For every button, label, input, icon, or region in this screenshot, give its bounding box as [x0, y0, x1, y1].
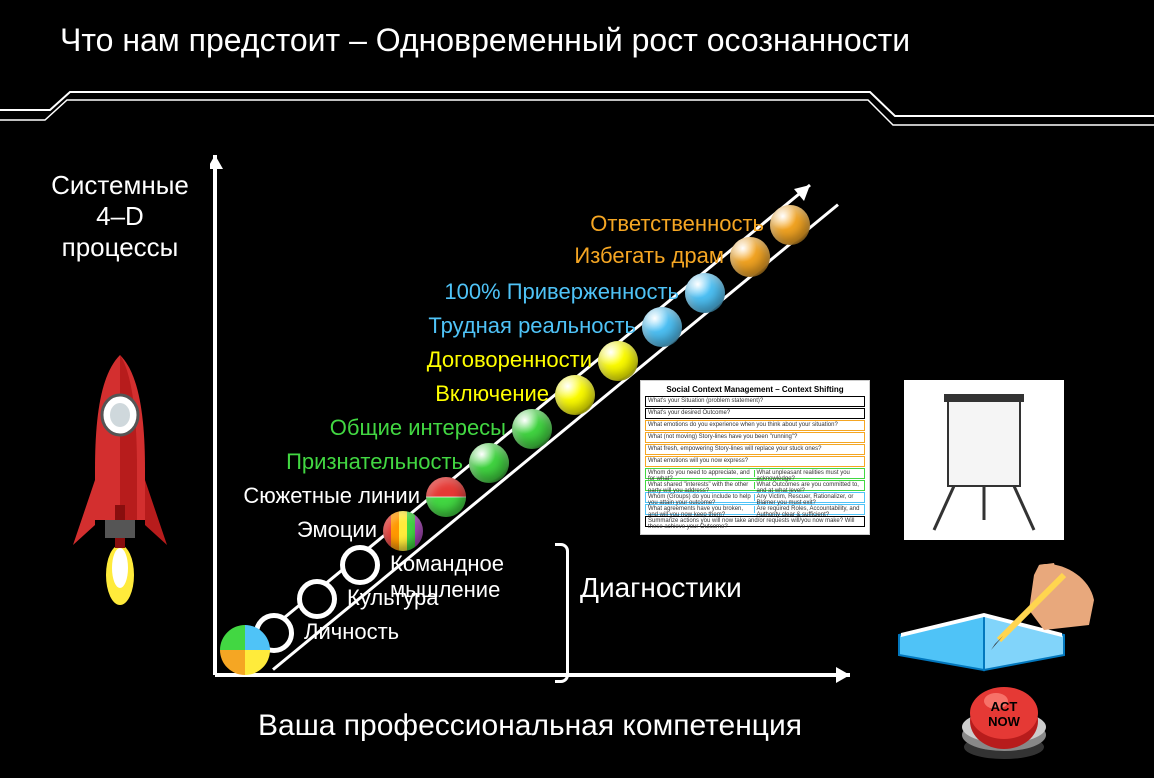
flipchart-icon [904, 380, 1064, 540]
step-ball-agreements [598, 341, 638, 381]
step-ring-team-thinking [340, 545, 380, 585]
worksheet-row: What (not moving) Story-lines have you b… [645, 432, 865, 443]
step-ball-commitment [685, 273, 725, 313]
step-ball-emotions [383, 511, 423, 551]
worksheet-row: What's your Situation (problem statement… [645, 396, 865, 407]
step-label-agreements: Договоренности [427, 347, 592, 373]
rocket-icon [65, 350, 175, 610]
step-label-shared-interests: Общие интересы [330, 415, 506, 441]
worksheet-row: What emotions do you experience when you… [645, 420, 865, 431]
worksheet-row: What fresh, empowering Story-lines will … [645, 444, 865, 455]
step-label-appreciation: Признательность [286, 449, 463, 475]
worksheet-row: Whom do you need to appreciate, and for … [645, 468, 865, 479]
worksheet-title: Social Context Management – Context Shif… [645, 385, 865, 394]
worksheet-row: What emotions will you now express? [645, 456, 865, 467]
y-axis-label: Системные4–Dпроцессы [40, 170, 200, 264]
step-label-emotions: Эмоции [297, 517, 377, 543]
slide-title: Что нам предстоит – Одновременный рост о… [60, 22, 910, 59]
svg-text:NOW: NOW [988, 714, 1021, 729]
notebook-writing-icon [889, 555, 1099, 675]
diagnostics-bracket [555, 543, 569, 683]
divider-decorative-line [0, 80, 1154, 130]
step-ball-inclusion [555, 375, 595, 415]
step-label-responsibility: Ответственность [590, 211, 764, 237]
step-label-personality: Личность [304, 619, 399, 645]
x-axis-label: Ваша профессиональная компетенция [210, 709, 850, 743]
worksheet-row: Whom (Groups) do you include to help you… [645, 492, 865, 503]
step-label-storylines: Сюжетные линии [243, 483, 420, 509]
step-ball-avoid-drama [730, 237, 770, 277]
step-ring-culture [297, 579, 337, 619]
step-ball-appreciation [469, 443, 509, 483]
worksheet-row: Summarize actions you will now take and/… [645, 516, 865, 527]
worksheet-row: What agreements have you broken, and wil… [645, 504, 865, 515]
act-now-button-icon: ACT NOW [954, 673, 1054, 763]
worksheet-row: What's your desired Outcome? [645, 408, 865, 419]
step-label-hard-reality: Трудная реальность [428, 313, 636, 339]
step-label-inclusion: Включение [435, 381, 549, 407]
step-ball-hard-reality [642, 307, 682, 347]
step-label-avoid-drama: Избегать драм [574, 243, 724, 269]
base-pie-icon [220, 625, 270, 675]
step-ball-shared-interests [512, 409, 552, 449]
step-ball-storylines [426, 477, 466, 517]
worksheet-row: What shared "interests" with the other p… [645, 480, 865, 491]
step-label-culture: Культура [347, 585, 438, 611]
context-shifting-worksheet: Social Context Management – Context Shif… [640, 380, 870, 535]
step-label-commitment: 100% Приверженность [444, 279, 679, 305]
svg-text:ACT: ACT [991, 699, 1018, 714]
diagnostics-label: Диагностики [580, 572, 742, 604]
step-ball-responsibility [770, 205, 810, 245]
